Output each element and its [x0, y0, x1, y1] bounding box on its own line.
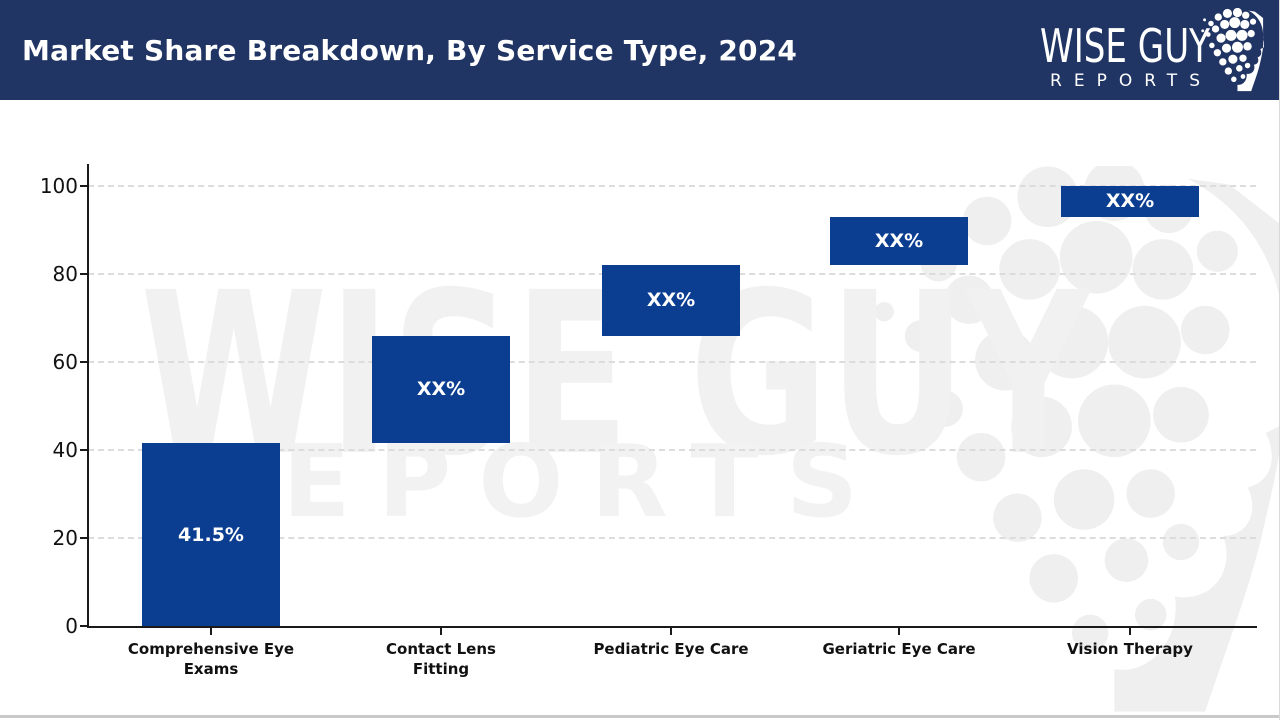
ytick-mark-40 [80, 449, 88, 451]
bar-3-pediatric-eye-care: XX% [602, 265, 740, 336]
ytick-label-80: 80 [52, 262, 78, 286]
bar-value-label: XX% [646, 289, 696, 312]
bar-value-label: XX% [416, 378, 466, 401]
bar-5-vision-therapy: XX% [1061, 186, 1199, 217]
ytick-label-40: 40 [52, 438, 78, 462]
xtick-mark-1 [210, 628, 212, 635]
watermark-line2: REPORTS [178, 423, 858, 540]
ytick-mark-20 [80, 537, 88, 539]
bar-2-contact-lens-fitting: XX% [372, 335, 510, 444]
logo-head-icon [1201, 8, 1264, 92]
xtick-label-line: Comprehensive Eye [127, 640, 295, 658]
ytick-mark-80 [80, 273, 88, 275]
logo-wordmark: WISE GUY [1040, 19, 1211, 73]
gridline-20 [88, 537, 1256, 539]
xtick-mark-2 [440, 628, 442, 635]
logo-subtext: REPORTS [1050, 71, 1200, 91]
header-bar: Market Share Breakdown, By Service Type,… [0, 0, 1280, 100]
wise-guy-logo: WISE GUY REPORTS [1040, 8, 1264, 92]
page-title: Market Share Breakdown, By Service Type,… [22, 33, 798, 67]
xtick-label-line: Exams [183, 660, 239, 678]
xtick-label-line: Contact Lens [386, 640, 496, 658]
ytick-label-0: 0 [65, 614, 78, 638]
gridline-60 [88, 361, 1256, 363]
x-axis-line [87, 626, 1257, 628]
xtick-label-line: Geriatric Eye Care [822, 640, 976, 658]
ytick-label-60: 60 [52, 350, 78, 374]
gridline-40 [88, 449, 1256, 451]
y-axis-line [87, 164, 89, 628]
xtick-label-1: Comprehensive Eye Exams [99, 639, 323, 679]
bar-value-label: XX% [874, 229, 924, 252]
bar-4-geriatric-eye-care: XX% [830, 216, 968, 266]
ytick-label-100: 100 [39, 174, 78, 198]
bar-value-label: XX% [1105, 190, 1155, 213]
xtick-label-5: Vision Therapy [1018, 639, 1242, 659]
bottom-strip [0, 715, 1280, 718]
xtick-mark-4 [898, 628, 900, 635]
gridline-100 [88, 185, 1256, 187]
bar-value-label: 41.5% [178, 523, 244, 546]
xtick-label-line: Fitting [412, 660, 470, 678]
bar-1-comprehensive-eye-exams: 41.5% [142, 443, 280, 626]
xtick-label-4: Geriatric Eye Care [787, 639, 1011, 659]
xtick-label-2: Contact Lens Fitting [329, 639, 553, 679]
xtick-mark-3 [670, 628, 672, 635]
ytick-mark-60 [80, 361, 88, 363]
xtick-label-3: Pediatric Eye Care [559, 639, 783, 659]
ytick-mark-0 [80, 625, 88, 627]
ytick-label-20: 20 [52, 526, 78, 550]
ytick-mark-100 [80, 185, 88, 187]
xtick-label-line: Vision Therapy [1067, 640, 1193, 658]
xtick-label-line: Pediatric Eye Care [593, 640, 749, 658]
xtick-mark-5 [1129, 628, 1131, 635]
